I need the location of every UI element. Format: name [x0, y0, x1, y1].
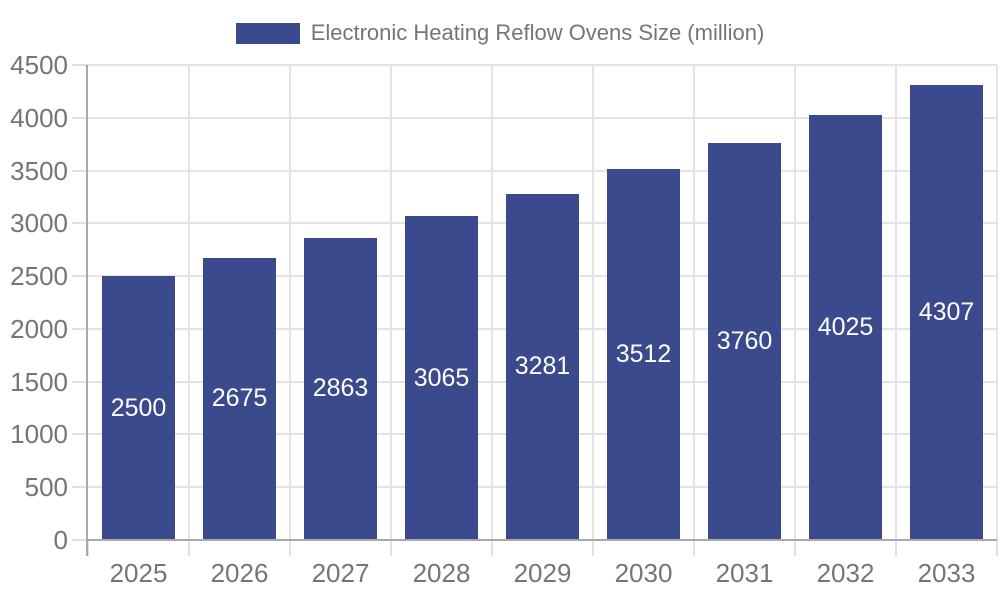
bar-value-label: 3760	[716, 327, 773, 356]
bar: 3512	[607, 169, 680, 540]
y-tick-mark	[72, 327, 88, 330]
bar-value-label: 3512	[615, 340, 672, 369]
y-tick-mark	[72, 275, 88, 278]
x-tick-label: 2026	[210, 558, 269, 588]
x-gridline	[693, 65, 695, 540]
legend-swatch	[235, 22, 300, 44]
y-tick-mark	[72, 539, 88, 541]
x-gridline	[188, 65, 190, 540]
x-gridline	[895, 65, 897, 540]
bar: 3065	[405, 216, 478, 540]
y-tick-mark	[72, 433, 88, 436]
x-tick-mark	[996, 540, 998, 556]
x-tick-label: 2029	[513, 558, 572, 588]
y-tick-label: 2000	[10, 313, 68, 344]
y-tick-label: 2500	[10, 261, 68, 292]
x-tick-label: 2032	[816, 558, 875, 588]
bar: 2500	[102, 276, 175, 540]
bar: 2863	[304, 237, 377, 540]
bar-value-label: 3281	[514, 352, 571, 381]
x-tick-mark	[87, 540, 89, 556]
x-gridline	[289, 65, 291, 540]
y-tick-label: 1000	[10, 419, 68, 450]
y-tick-label: 1500	[10, 366, 68, 397]
y-tick-label: 3000	[10, 208, 68, 239]
y-axis-line	[86, 65, 88, 556]
y-gridline	[88, 64, 997, 66]
x-tick-mark	[693, 540, 695, 556]
x-tick-label: 2033	[917, 558, 976, 588]
y-tick-mark	[72, 380, 88, 383]
y-tick-label: 500	[24, 472, 68, 503]
y-tick-mark	[72, 169, 88, 172]
bar-value-label: 2863	[312, 374, 369, 403]
legend: Electronic Heating Reflow Ovens Size (mi…	[0, 19, 1000, 47]
y-tick-mark	[72, 486, 88, 489]
y-tick-label: 0	[53, 525, 68, 555]
x-gridline	[491, 65, 493, 540]
x-tick-mark	[188, 540, 190, 556]
bar-value-label: 3065	[413, 363, 470, 392]
y-gridline	[88, 116, 997, 119]
x-gridline	[390, 65, 392, 540]
x-tick-mark	[491, 540, 493, 556]
x-gridline	[592, 65, 594, 540]
bar: 3281	[506, 193, 579, 540]
legend-label: Electronic Heating Reflow Ovens Size (mi…	[310, 20, 765, 45]
x-axis-line	[86, 539, 997, 541]
bar: 2675	[203, 257, 276, 540]
bar: 3760	[708, 143, 781, 540]
y-tick-mark	[72, 64, 88, 66]
y-tick-label: 3500	[10, 155, 68, 186]
bar-value-label: 2500	[110, 393, 167, 422]
y-tick-mark	[72, 222, 88, 225]
x-gridline	[794, 65, 796, 540]
x-tick-mark	[794, 540, 796, 556]
x-tick-label: 2028	[412, 558, 471, 588]
x-tick-label: 2031	[715, 558, 774, 588]
bar: 4025	[809, 115, 882, 540]
x-tick-label: 2025	[109, 558, 168, 588]
x-tick-mark	[289, 540, 291, 556]
y-tick-mark	[72, 116, 88, 119]
bar: 4307	[910, 85, 983, 540]
y-gridline	[88, 169, 997, 172]
y-tick-label: 4500	[10, 50, 68, 80]
bar-value-label: 4307	[918, 298, 975, 327]
x-tick-mark	[592, 540, 594, 556]
x-tick-mark	[390, 540, 392, 556]
x-tick-label: 2030	[614, 558, 673, 588]
bar-value-label: 4025	[817, 313, 874, 342]
x-tick-mark	[895, 540, 897, 556]
bar-value-label: 2675	[211, 384, 268, 413]
x-gridline	[996, 65, 998, 540]
x-tick-label: 2027	[311, 558, 370, 588]
y-tick-label: 4000	[10, 102, 68, 133]
